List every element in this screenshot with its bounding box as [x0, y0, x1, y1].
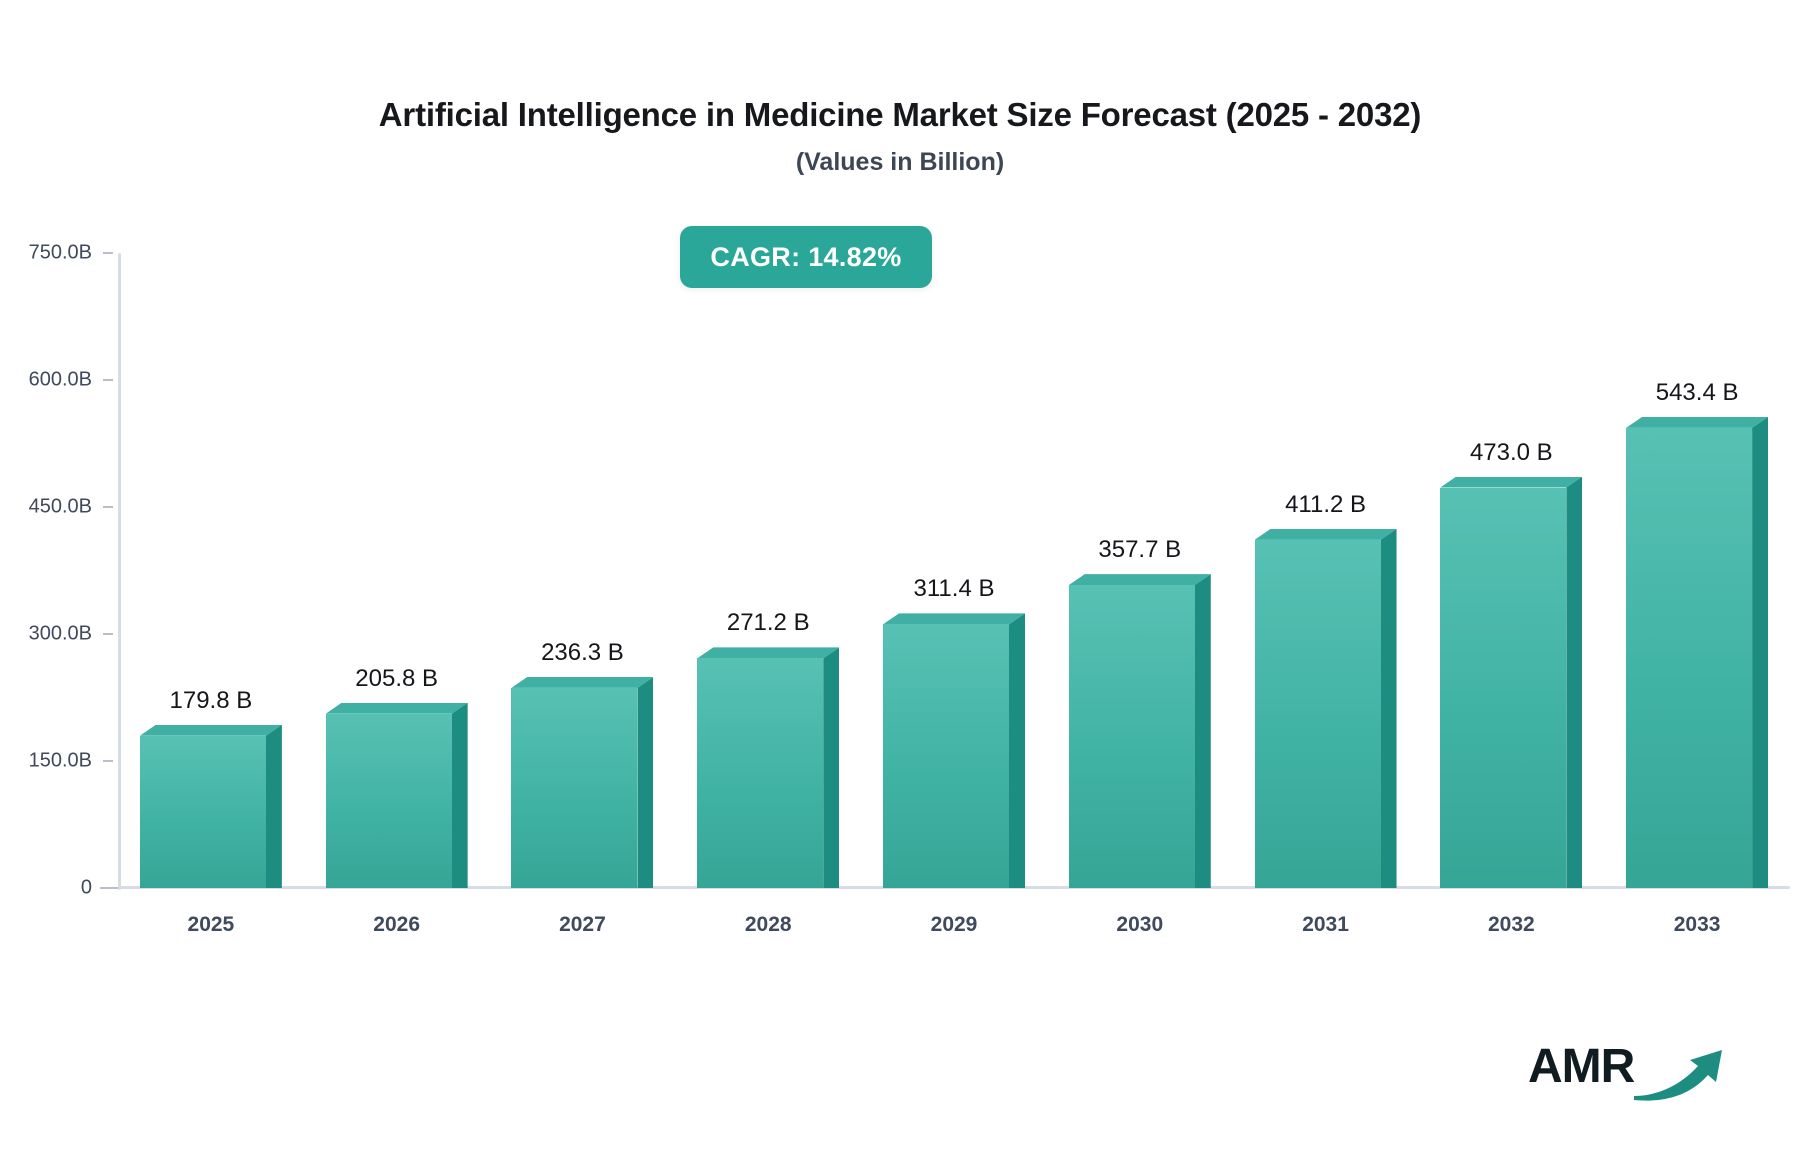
- bar-column: [1068, 574, 1211, 888]
- bar-front-face: [1626, 427, 1753, 888]
- bar-value-label: 311.4 B: [913, 575, 995, 603]
- bar-side-face: [1194, 574, 1211, 888]
- bar-side-face: [823, 647, 840, 888]
- bar-top-face: [139, 724, 282, 736]
- bar-side-face: [1380, 528, 1397, 888]
- bar-front-face: [511, 687, 638, 888]
- bar-front-face: [139, 735, 266, 888]
- amr-logo: AMR: [1528, 1040, 1728, 1110]
- bar-column: [325, 702, 468, 888]
- page-title: Artificial Intelligence in Medicine Mark…: [378, 96, 1422, 133]
- bar-column: [883, 613, 1025, 888]
- y-axis-tick-labels: 0 150.0B 300.0B 450.0B 600.0B 750.0B: [0, 0, 92, 1156]
- bar-value-label: 473.0 B: [1469, 438, 1553, 466]
- bar-side-face: [1009, 613, 1025, 888]
- bar-top-face: [697, 647, 840, 659]
- y-axis-line: [118, 253, 121, 890]
- bar-front-face: [1254, 539, 1381, 888]
- bar-value-label: 357.7 B: [1098, 536, 1182, 564]
- x-axis-tick-label: 2030: [1116, 913, 1164, 936]
- y-axis-tick-mark: [103, 506, 113, 508]
- bar-top-face: [1068, 574, 1211, 586]
- cagr-badge: CAGR: 14.82%: [680, 226, 932, 288]
- bar-series: 179.8 B 205.8 B 236.3 B 271.2 B 311.4 B 357.7…: [118, 0, 1790, 1156]
- x-axis-tick-label: 2029: [930, 913, 978, 936]
- x-axis-tick-label: 2032: [1487, 913, 1535, 936]
- bar-column: [697, 647, 840, 888]
- bar-top-face: [1440, 476, 1583, 488]
- bar-side-face: [451, 702, 468, 888]
- growth-arrow-icon: [1634, 1050, 1722, 1101]
- y-axis-tick-label: 750.0B: [28, 241, 92, 264]
- y-axis-tick-mark: [100, 887, 118, 889]
- x-axis-tick-label: 2027: [559, 913, 606, 936]
- bar-column: [1626, 416, 1769, 888]
- bar-side-face: [265, 724, 282, 888]
- bar-column: [1254, 528, 1397, 888]
- x-axis-tick-label: 2026: [373, 913, 421, 936]
- bar-value-label: 543.4 B: [1655, 378, 1739, 406]
- y-axis-tick-label: 600.0B: [28, 368, 92, 391]
- bar-front-face: [883, 624, 1009, 888]
- bar-column: [1440, 476, 1583, 888]
- x-axis-tick-label: 2025: [187, 913, 235, 936]
- bar-value-label: 411.2 B: [1285, 490, 1367, 518]
- bar-top-face: [325, 702, 468, 714]
- bar-value-label: 236.3 B: [541, 638, 624, 666]
- bar-front-face: [697, 658, 824, 888]
- logo-wordmark: AMR: [1528, 1040, 1635, 1093]
- bar-column: [139, 724, 282, 888]
- y-axis-tick-mark: [103, 633, 113, 635]
- chart-subtitle: (Values in Billion): [795, 148, 1005, 176]
- bar-side-face: [637, 676, 654, 888]
- bar-value-label: 271.2 B: [726, 609, 810, 637]
- y-axis-tick-label: 450.0B: [28, 495, 92, 518]
- bar-front-face: [1440, 487, 1567, 888]
- y-axis-tick-mark: [103, 252, 113, 254]
- bar-front-face: [325, 713, 452, 888]
- cagr-badge-label: CAGR: 14.82%: [710, 241, 902, 272]
- bar-top-face: [511, 676, 654, 688]
- y-axis-tick-mark: [103, 760, 113, 762]
- bar-top-face: [1626, 416, 1769, 428]
- bar-value-label: 205.8 B: [355, 664, 439, 692]
- bar-front-face: [1068, 585, 1195, 888]
- x-axis-tick-label: 2028: [744, 913, 792, 936]
- y-axis-tick-mark: [103, 379, 113, 381]
- y-axis-tick-label: 300.0B: [28, 622, 92, 645]
- bar-column: [511, 676, 654, 888]
- y-axis-tick-label: 0: [80, 876, 92, 899]
- x-axis-tick-label: 2031: [1302, 913, 1349, 936]
- x-axis-tick-label: 2033: [1673, 913, 1721, 936]
- bar-top-face: [1254, 528, 1397, 540]
- bar-side-face: [1566, 476, 1583, 888]
- bar-top-face: [883, 613, 1025, 625]
- bar-side-face: [1752, 416, 1769, 888]
- y-axis-tick-label: 150.0B: [28, 749, 92, 772]
- bar-value-label: 179.8 B: [169, 686, 253, 714]
